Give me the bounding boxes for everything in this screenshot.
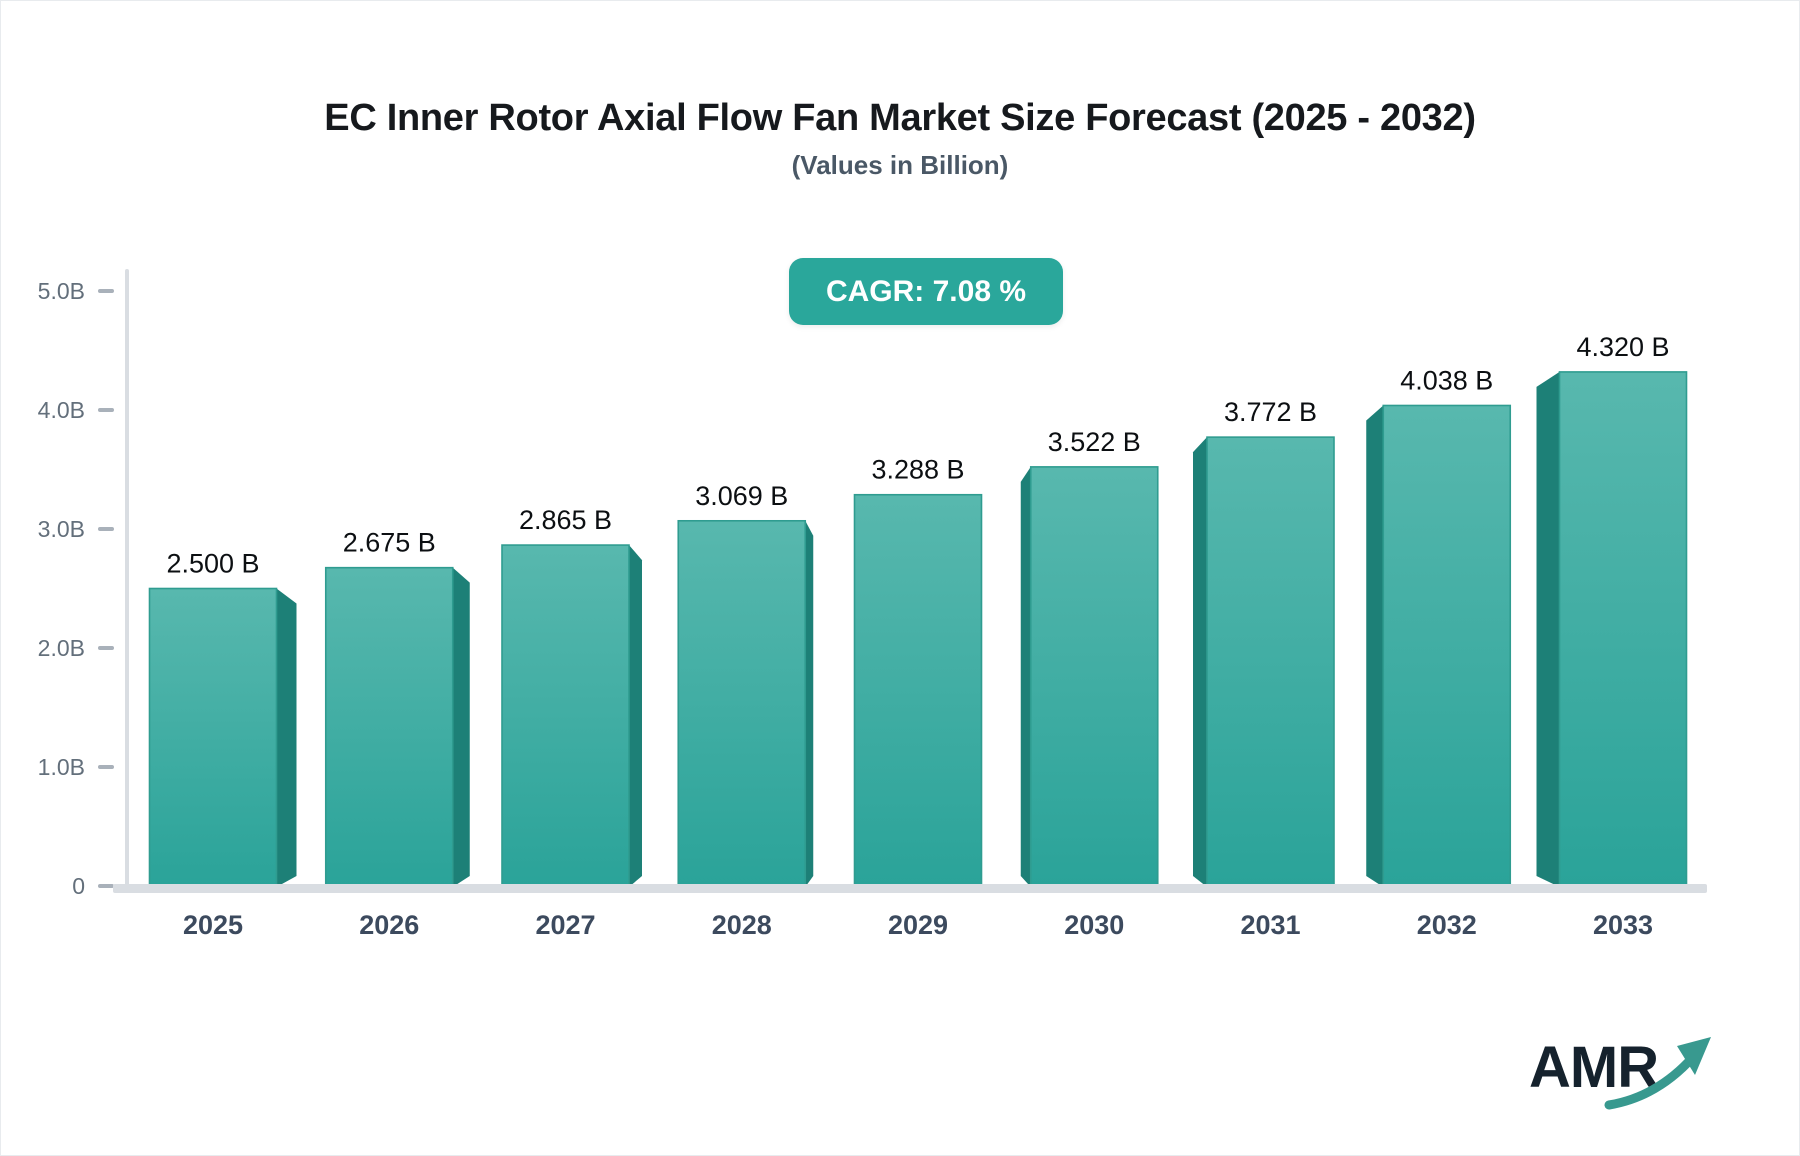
bar-value-label: 3.772 B xyxy=(1224,397,1317,427)
bar-side-face xyxy=(276,588,297,887)
bar-side-face xyxy=(1020,466,1031,887)
bar-front-face xyxy=(148,587,278,888)
bar-side-face xyxy=(629,545,642,887)
bar-2026: 2.675 B 2026 xyxy=(324,528,470,940)
cagr-badge: CAGR: 7.08 % xyxy=(789,258,1063,325)
bar-front-face xyxy=(1558,371,1688,888)
bar-front-face xyxy=(1382,404,1512,888)
bar-2033: 4.320 B 2033 xyxy=(1536,332,1688,940)
bar-2032: 4.038 B 2032 xyxy=(1366,365,1512,940)
x-axis-label: 2026 xyxy=(359,910,419,940)
y-tick xyxy=(98,884,114,888)
bar-side-face xyxy=(452,567,470,887)
x-axis-line xyxy=(113,884,1707,893)
x-axis-label: 2027 xyxy=(535,910,595,940)
y-tick xyxy=(98,289,114,293)
bar-front-face xyxy=(1206,436,1335,888)
y-tick-label: 0 xyxy=(72,873,85,899)
bar-front-face xyxy=(324,566,454,888)
bar-value-label: 4.320 B xyxy=(1576,332,1669,362)
bar-front-face xyxy=(853,493,983,888)
bar-front-face xyxy=(501,544,630,888)
amr-logo-text: AMR xyxy=(1529,1035,1659,1100)
y-tick-label: 1.0B xyxy=(38,754,85,780)
bar-side-face xyxy=(1366,405,1384,887)
chart-title: EC Inner Rotor Axial Flow Fan Market Siz… xyxy=(324,97,1476,139)
bar-value-label: 2.500 B xyxy=(166,549,259,579)
growth-arrow-icon xyxy=(1604,1037,1711,1110)
bar-2031: 3.772 B 2031 xyxy=(1193,397,1335,940)
y-tick-label: 3.0B xyxy=(38,516,85,542)
x-axis-label: 2031 xyxy=(1240,910,1300,940)
y-tick-label: 4.0B xyxy=(38,397,85,423)
bar-2028: 3.069 B 2028 xyxy=(677,481,814,940)
y-tick xyxy=(98,765,114,769)
bar-2027: 2.865 B 2027 xyxy=(501,505,642,940)
y-axis-line xyxy=(125,269,129,889)
y-tick-label: 5.0B xyxy=(38,278,85,304)
bar-2030: 3.522 B 2030 xyxy=(1020,427,1159,940)
chart-subtitle: (Values in Billion) xyxy=(791,150,1009,180)
bar-value-label: 2.865 B xyxy=(519,505,612,535)
bar-value-label: 3.522 B xyxy=(1048,427,1141,457)
y-tick xyxy=(98,527,114,531)
x-axis-label: 2030 xyxy=(1064,910,1124,940)
bar-side-face xyxy=(1193,437,1207,887)
y-tick-label: 2.0B xyxy=(38,635,85,661)
bar-front-face xyxy=(1029,466,1159,888)
x-axis-label: 2032 xyxy=(1417,910,1477,940)
x-axis-label: 2033 xyxy=(1593,910,1653,940)
bar-2025: 2.500 B 2025 xyxy=(148,549,297,940)
bar-front-face xyxy=(677,519,807,888)
x-axis-label: 2028 xyxy=(712,910,772,940)
bar-side-face xyxy=(805,520,814,887)
bar-side-face xyxy=(1536,371,1560,887)
bar-value-label: 2.675 B xyxy=(343,528,436,558)
amr-logo: AMR xyxy=(1529,1033,1724,1113)
bar-value-label: 3.069 B xyxy=(695,481,788,511)
y-tick xyxy=(98,408,114,412)
bar-value-label: 3.288 B xyxy=(871,455,964,485)
bar-value-label: 4.038 B xyxy=(1400,365,1493,395)
x-axis-label: 2029 xyxy=(888,910,948,940)
x-axis-label: 2025 xyxy=(183,910,243,940)
bar-2029: 3.288 B 2029 xyxy=(853,455,983,940)
y-tick xyxy=(98,646,114,650)
